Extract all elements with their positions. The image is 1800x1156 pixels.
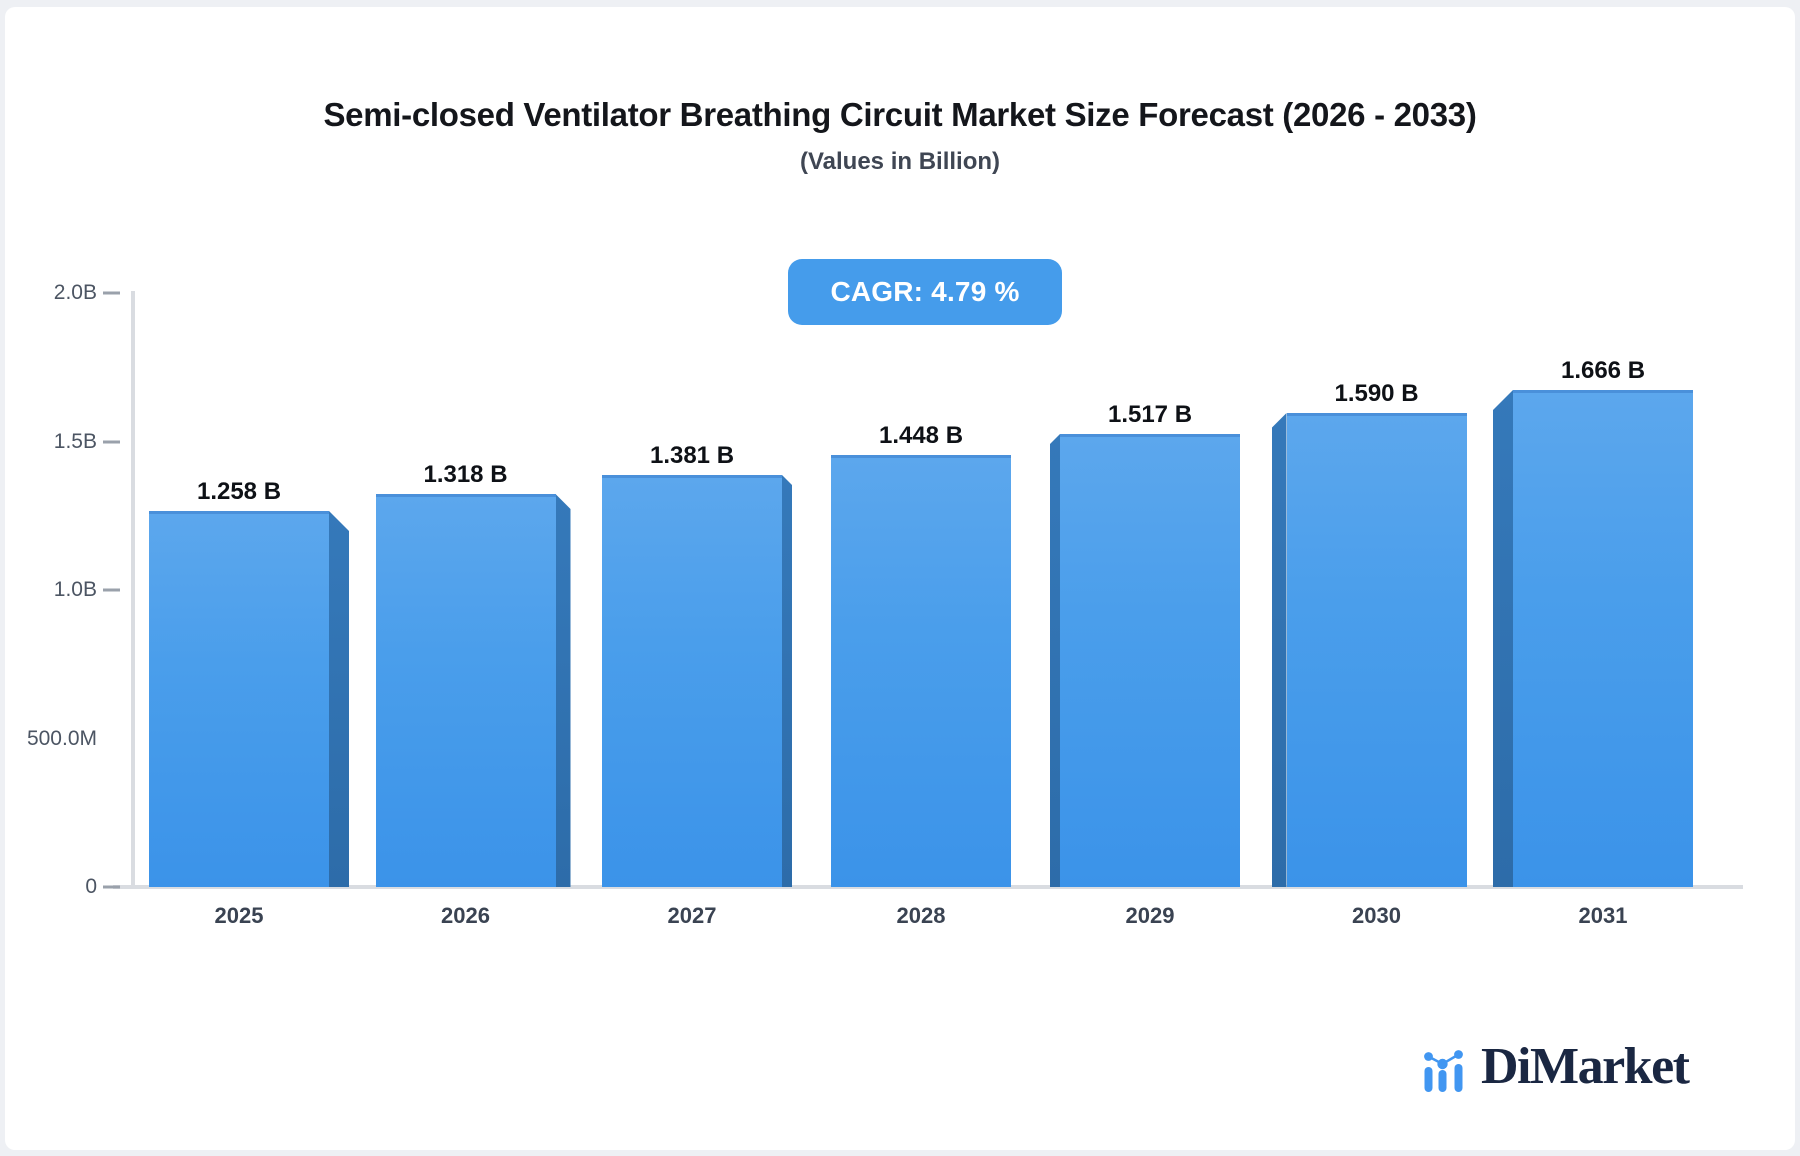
bar-column[interactable] bbox=[1493, 390, 1693, 887]
x-tick-label: 2028 bbox=[896, 903, 946, 928]
y-tick-label: 1.5B bbox=[53, 429, 97, 453]
bar-value-label: 1.258 B bbox=[196, 478, 282, 505]
chart-title: Semi-closed Ventilator Breathing Circuit… bbox=[323, 96, 1477, 133]
bar-column[interactable] bbox=[1271, 413, 1467, 887]
y-axis-line bbox=[131, 291, 135, 889]
bar-column[interactable] bbox=[375, 494, 571, 887]
bar-face[interactable] bbox=[602, 475, 782, 887]
cagr-badge: CAGR: 4.79 % bbox=[788, 259, 1062, 325]
bar-value-label: 1.666 B bbox=[1560, 357, 1646, 384]
bar-face[interactable] bbox=[831, 455, 1011, 887]
bar-side bbox=[1050, 434, 1060, 887]
x-tick-label: 2029 bbox=[1125, 903, 1175, 928]
y-tick-dash bbox=[103, 588, 120, 592]
bar-face[interactable] bbox=[1060, 434, 1240, 887]
y-tick-label: 500.0M bbox=[26, 726, 97, 750]
bar-side bbox=[555, 494, 571, 887]
bar-face[interactable] bbox=[1513, 390, 1693, 887]
y-tick-label: 0 bbox=[85, 875, 97, 898]
bar-column[interactable] bbox=[602, 475, 792, 887]
bar-chart-logo-icon bbox=[1424, 1050, 1463, 1092]
bar-face[interactable] bbox=[1286, 413, 1467, 887]
y-tick-label: 2.0B bbox=[53, 281, 97, 304]
x-axis-line bbox=[113, 885, 1743, 889]
x-tick-label: 2031 bbox=[1578, 903, 1628, 928]
bar-side bbox=[329, 511, 349, 887]
bar-value-label: 1.590 B bbox=[1334, 380, 1419, 407]
x-tick-label: 2027 bbox=[667, 903, 717, 928]
x-tick-label: 2025 bbox=[214, 903, 264, 928]
bar-column[interactable] bbox=[149, 511, 349, 887]
dimarket-logo: DiMarket bbox=[1421, 1038, 1690, 1095]
x-tick-label: 2030 bbox=[1352, 903, 1401, 928]
bar-value-label: 1.448 B bbox=[878, 422, 964, 449]
bar-face[interactable] bbox=[149, 511, 329, 887]
bar-column[interactable] bbox=[1050, 434, 1240, 887]
bar-column[interactable] bbox=[831, 455, 1011, 887]
bar-side bbox=[1271, 413, 1287, 887]
y-tick-dash bbox=[103, 440, 120, 443]
bar-side bbox=[782, 475, 792, 887]
x-tick-label: 2026 bbox=[441, 903, 490, 928]
bar-value-label: 1.517 B bbox=[1107, 401, 1193, 428]
y-tick-label: 1.0B bbox=[53, 578, 97, 601]
y-tick-dash bbox=[103, 885, 120, 889]
logo-text: DiMarket bbox=[1481, 1038, 1690, 1095]
bar-face[interactable] bbox=[375, 494, 556, 887]
y-tick-dash bbox=[103, 291, 120, 295]
bar-value-label: 1.381 B bbox=[649, 442, 735, 469]
bar-side bbox=[1493, 390, 1513, 887]
bar-value-label: 1.318 B bbox=[423, 461, 508, 488]
chart-subtitle: (Values in Billion) bbox=[799, 148, 1001, 175]
